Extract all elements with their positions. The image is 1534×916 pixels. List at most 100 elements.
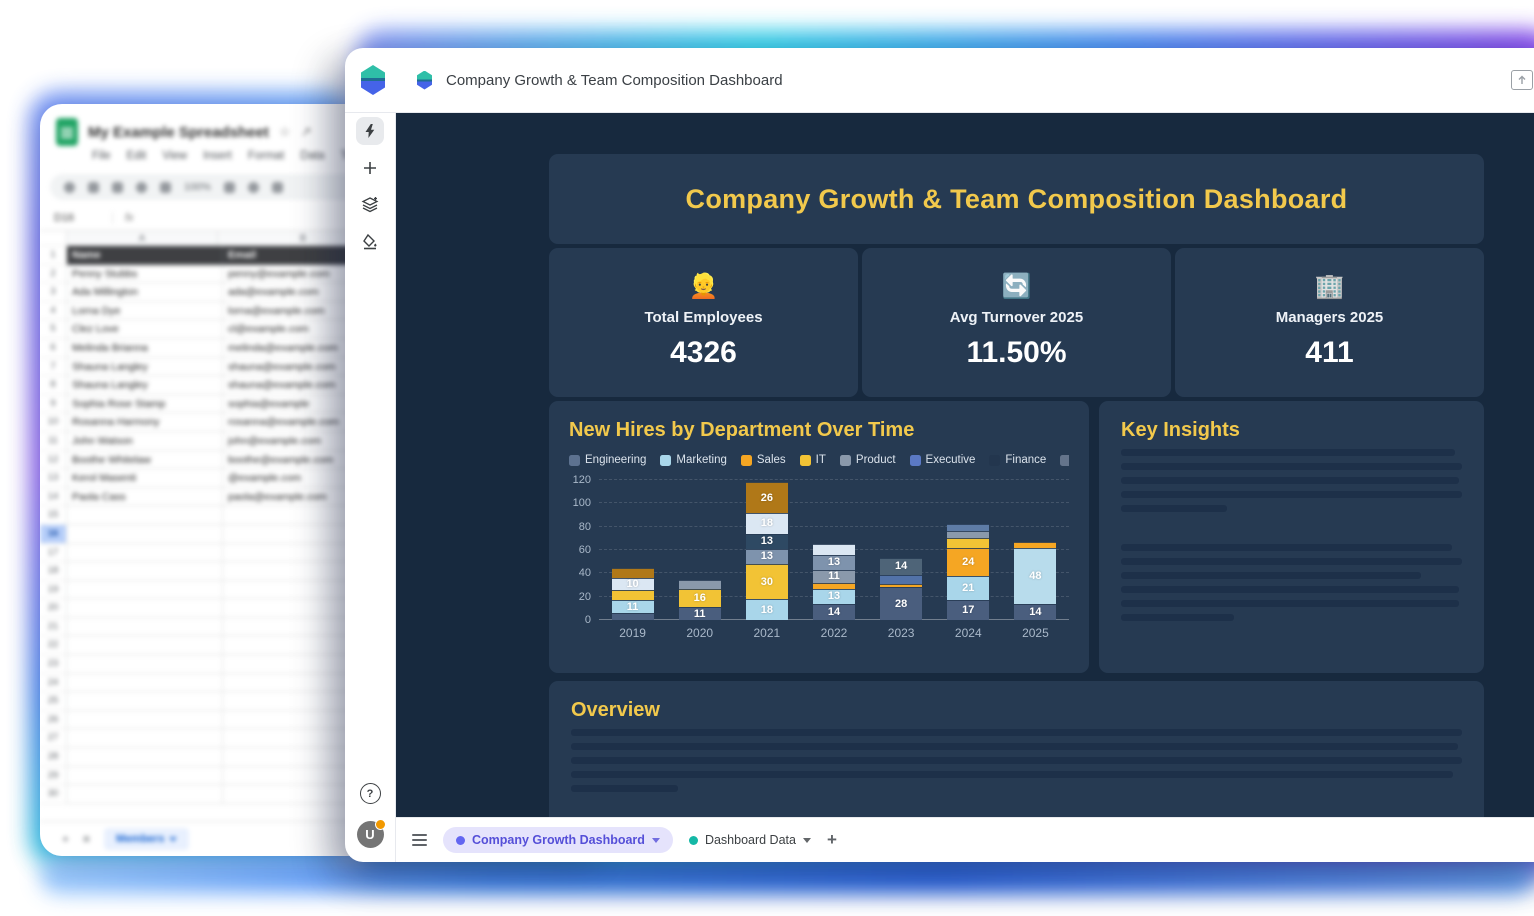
legend-item-engineering[interactable]: Engineering — [569, 454, 646, 466]
add-tab-button[interactable]: + — [826, 830, 837, 849]
cell[interactable]: Lorna Dye — [67, 301, 223, 321]
row-number[interactable]: 28 — [40, 748, 67, 767]
legend-item-it[interactable]: IT — [799, 454, 826, 466]
toolbar-icon[interactable] — [271, 181, 283, 193]
stacked-bar-2022[interactable]: 14 13 11 13 — [812, 544, 855, 620]
bar-segment[interactable] — [947, 524, 990, 532]
cell[interactable] — [67, 599, 223, 618]
add-button[interactable] — [356, 154, 384, 182]
bar-segment[interactable]: 26 — [745, 482, 788, 513]
row-number[interactable]: 5 — [40, 320, 67, 339]
toolbar-icon[interactable] — [88, 181, 99, 193]
cell[interactable] — [67, 748, 223, 767]
bar-segment[interactable]: 11 — [812, 569, 855, 583]
layers-button[interactable] — [356, 191, 384, 219]
toolbar-icon[interactable] — [223, 181, 235, 193]
bar-segment[interactable]: 10 — [611, 578, 654, 590]
cell[interactable]: Clez Love — [67, 320, 223, 339]
bar-segment[interactable] — [812, 582, 855, 589]
all-tabs-menu-icon[interactable] — [412, 834, 427, 846]
bar-segment[interactable] — [947, 538, 990, 548]
row-number[interactable]: 23 — [40, 655, 67, 674]
row-number[interactable]: 20 — [40, 599, 67, 618]
bar-segment[interactable] — [947, 531, 990, 539]
formula-bar[interactable]: D16 fx — [40, 206, 600, 231]
stacked-bar-2019[interactable]: 11 10 — [611, 567, 654, 620]
corner-cell[interactable] — [40, 231, 67, 246]
legend-item-finance[interactable]: Finance — [989, 454, 1046, 466]
sheet-tab-members[interactable]: Members — [104, 828, 190, 850]
sheet-grid[interactable]: A B 1 Name Email 2 Penny Stubbs penny@example.c… — [40, 231, 600, 804]
zoom-select[interactable]: 100% — [184, 181, 211, 193]
help-button[interactable]: ? — [359, 783, 381, 804]
bar-segment[interactable] — [880, 574, 923, 584]
user-avatar[interactable]: U — [356, 819, 386, 848]
app-logo-icon[interactable] — [361, 65, 385, 95]
row-number[interactable]: 19 — [40, 580, 67, 600]
row-number[interactable]: 4 — [40, 301, 67, 321]
bar-segment[interactable]: 24 — [947, 547, 990, 576]
bar-segment[interactable]: 11 — [678, 607, 721, 620]
cell[interactable] — [67, 617, 223, 637]
bar-segment[interactable] — [812, 544, 855, 555]
cell[interactable]: Ada Millington — [67, 283, 223, 302]
cell[interactable]: Name — [67, 246, 223, 265]
move-icon[interactable]: ↗ — [300, 124, 312, 139]
cell[interactable] — [67, 524, 223, 544]
expand-window-icon[interactable] — [1511, 70, 1533, 90]
bar-segment[interactable]: 14 — [812, 603, 855, 620]
bar-segment[interactable]: 13 — [812, 588, 855, 604]
bar-segment[interactable]: 30 — [745, 564, 788, 599]
toolbar-icon[interactable] — [136, 181, 147, 193]
all-sheets-icon[interactable]: ≡ — [83, 832, 91, 846]
cell[interactable] — [67, 785, 223, 804]
toolbar-icon[interactable] — [112, 181, 123, 193]
bar-segment[interactable]: 11 — [611, 600, 654, 613]
cell[interactable] — [67, 710, 223, 730]
cell[interactable]: Penny Stubbs — [67, 264, 223, 284]
legend-item-executive[interactable]: Executive — [909, 454, 975, 466]
cell[interactable]: Kerol Masenti — [67, 469, 223, 488]
row-number[interactable]: 3 — [40, 283, 67, 302]
row-number[interactable]: 18 — [40, 562, 67, 581]
star-icon[interactable]: ☆ — [278, 124, 291, 139]
bar-segment[interactable]: 48 — [1014, 547, 1057, 604]
cell[interactable] — [67, 562, 223, 581]
cell[interactable] — [67, 692, 223, 711]
menu-item-edit[interactable]: Edit — [126, 150, 147, 162]
stacked-bar-2025[interactable]: 14 48 — [1014, 541, 1057, 620]
bar-segment[interactable] — [678, 580, 721, 589]
bar-segment[interactable] — [611, 567, 654, 579]
toolbar-icon[interactable] — [247, 181, 259, 193]
tab-caret-icon[interactable] — [651, 837, 660, 843]
row-number[interactable]: 22 — [40, 636, 67, 656]
fill-color-button[interactable] — [356, 228, 384, 256]
bar-segment[interactable] — [880, 583, 923, 588]
cell[interactable] — [67, 673, 223, 693]
cell[interactable] — [67, 655, 223, 674]
bar-segment[interactable] — [1014, 541, 1057, 548]
row-number[interactable]: 9 — [40, 394, 67, 414]
legend-item-marketing[interactable]: Marketing — [660, 454, 727, 466]
bar-segment[interactable] — [611, 613, 654, 620]
row-number[interactable]: 25 — [40, 692, 67, 711]
cell[interactable] — [67, 766, 223, 786]
cell[interactable]: Shauna Langley — [67, 357, 223, 377]
legend-item-product[interactable]: Product — [839, 454, 896, 466]
cell[interactable]: Sophia Rose Stamp — [67, 394, 223, 414]
toolbar-icon[interactable] — [64, 181, 75, 193]
row-number[interactable]: 16 — [40, 524, 67, 544]
bar-segment[interactable]: 16 — [678, 588, 721, 608]
cell[interactable]: Boothe Whitelaw — [67, 450, 223, 470]
name-box[interactable]: D16 — [40, 212, 113, 224]
tab-caret-icon[interactable] — [802, 837, 811, 843]
bar-segment[interactable]: 17 — [947, 600, 990, 620]
row-number[interactable]: 21 — [40, 617, 67, 637]
row-number[interactable]: 11 — [40, 431, 67, 451]
bar-segment[interactable]: 13 — [745, 548, 788, 564]
stacked-bar-2023[interactable]: 28 14 — [880, 558, 923, 620]
bar-segment[interactable]: 14 — [880, 558, 923, 575]
bar-segment[interactable]: 18 — [745, 599, 788, 620]
column-header-A[interactable]: A — [67, 231, 218, 246]
bar-segment[interactable]: 28 — [880, 587, 923, 620]
